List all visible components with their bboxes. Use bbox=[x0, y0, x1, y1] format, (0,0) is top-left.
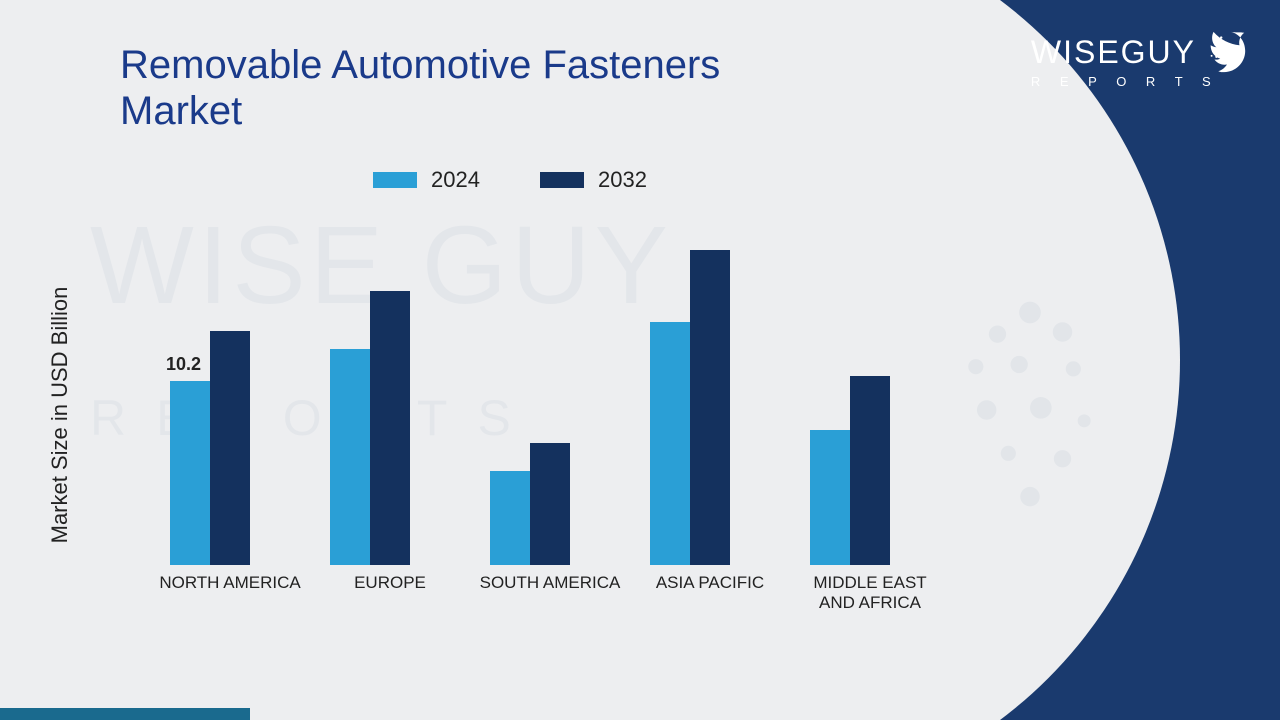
x-axis-label: MIDDLE EAST AND AFRICA bbox=[795, 573, 945, 614]
x-axis-label: EUROPE bbox=[315, 573, 465, 593]
x-axis-label: NORTH AMERICA bbox=[155, 573, 305, 593]
logo-text-sub: R E P O R T S bbox=[1031, 74, 1250, 89]
bar bbox=[170, 381, 210, 565]
legend-item: 2024 bbox=[373, 167, 480, 193]
legend-label: 2024 bbox=[431, 167, 480, 193]
x-axis-label: SOUTH AMERICA bbox=[475, 573, 625, 593]
brand-logo: WISEGUY R E P O R T S bbox=[1031, 28, 1250, 89]
x-axis-label: ASIA PACIFIC bbox=[635, 573, 785, 593]
legend-swatch bbox=[540, 172, 584, 188]
legend-swatch bbox=[373, 172, 417, 188]
legend-item: 2032 bbox=[540, 167, 647, 193]
bottom-accent-bar bbox=[0, 708, 250, 720]
legend-label: 2032 bbox=[598, 167, 647, 193]
chart-title: Removable Automotive Fasteners Market bbox=[120, 42, 840, 134]
bar bbox=[810, 430, 850, 565]
bar bbox=[490, 471, 530, 565]
bar bbox=[210, 331, 250, 565]
legend: 2024 2032 bbox=[70, 167, 950, 193]
bar bbox=[690, 250, 730, 565]
chart-area: Market Size in USD Billion 20242032 NORT… bbox=[70, 155, 950, 675]
y-axis-label: Market Size in USD Billion bbox=[47, 287, 73, 544]
bar bbox=[650, 322, 690, 565]
plot-region: NORTH AMERICAEUROPESOUTH AMERICAASIA PAC… bbox=[140, 205, 950, 565]
right-brand-panel bbox=[960, 0, 1280, 720]
bar bbox=[370, 291, 410, 565]
bar bbox=[330, 349, 370, 565]
infographic-canvas: WISEGUY R E P O R T S WISE GUYREPORTS Re… bbox=[0, 0, 1280, 720]
logo-head-icon bbox=[1202, 28, 1250, 76]
bar bbox=[530, 443, 570, 565]
logo-text-main: WISEGUY bbox=[1031, 34, 1196, 71]
bar-value-label: 10.2 bbox=[166, 354, 201, 375]
bar bbox=[850, 376, 890, 565]
